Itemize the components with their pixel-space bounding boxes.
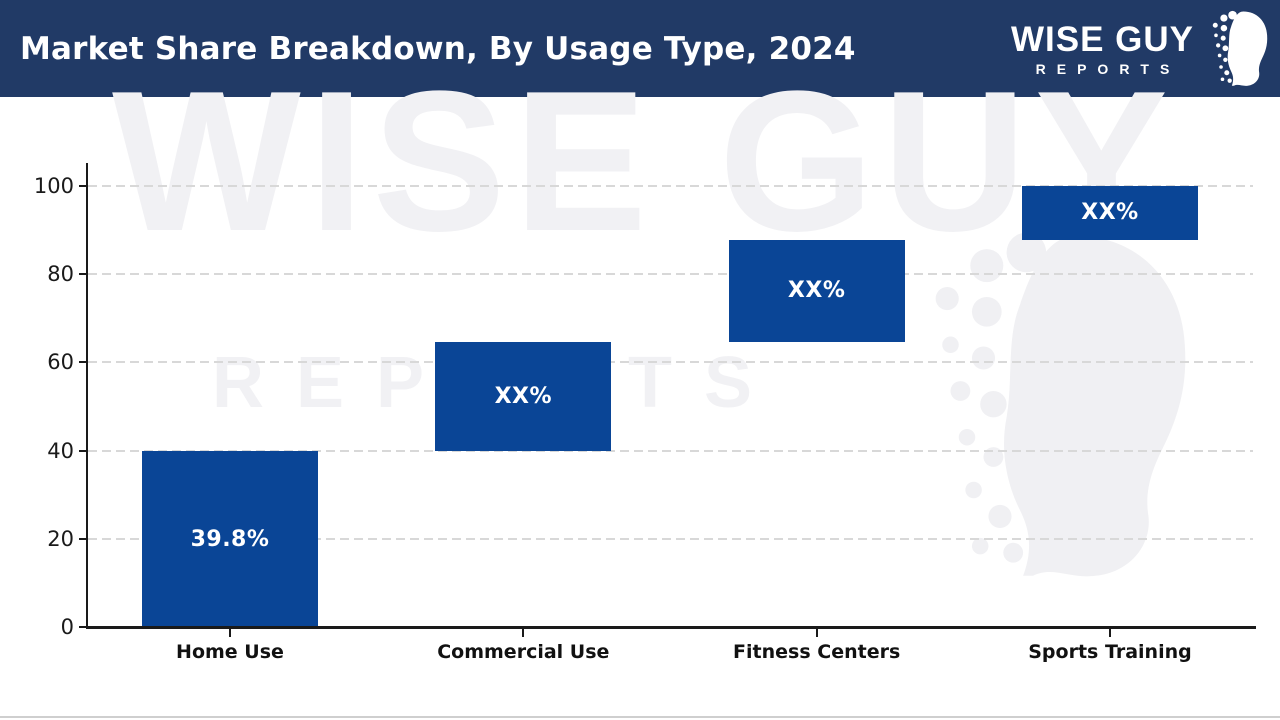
x-tick-mark-3 (1108, 629, 1111, 637)
y-tick-label-20: 20 (47, 526, 74, 551)
gridline-100 (88, 185, 1253, 187)
y-tick-mark-20 (79, 537, 88, 540)
category-label-3: Sports Training (1028, 641, 1192, 663)
y-tick-mark-80 (79, 273, 88, 276)
watermark-face-icon (868, 225, 1198, 590)
bottom-border-line (0, 716, 1280, 718)
logo-face-icon (1198, 8, 1270, 90)
category-label-1: Commercial Use (437, 641, 610, 663)
bar-value-label: XX% (787, 278, 846, 304)
y-tick-mark-60 (79, 361, 88, 364)
gridline-60 (88, 361, 1253, 364)
y-tick-label-60: 60 (47, 350, 74, 375)
logo-wiseguy-text: WISE GUY (1010, 20, 1194, 59)
y-tick-label-80: 80 (47, 262, 74, 287)
gridline-40 (88, 449, 1253, 452)
x-tick-mark-0 (229, 629, 231, 637)
bar-commercial-use: XX% (435, 342, 612, 452)
y-tick-label-40: 40 (47, 438, 74, 463)
y-tick-label-0: 0 (60, 615, 74, 639)
bar-value-label: XX% (1081, 200, 1139, 226)
y-tick-label-100: 100 (33, 174, 74, 198)
y-tick-mark-40 (79, 449, 88, 452)
logo-text: WISE GUY REPORTS (1010, 20, 1194, 78)
category-label-0: Home Use (176, 641, 284, 663)
watermark-wiseguy-text: WISE GUY (112, 50, 1177, 273)
gridline-20 (88, 537, 1253, 540)
wise-guy-logo: WISE GUY REPORTS (1011, 4, 1270, 94)
x-tick-mark-1 (522, 629, 525, 637)
bar-value-label: XX% (494, 384, 553, 410)
y-tick-mark-0 (79, 626, 88, 628)
x-tick-mark-2 (815, 629, 818, 637)
gridline-80 (88, 273, 1253, 276)
header-bar: Market Share Breakdown, By Usage Type, 2… (0, 0, 1280, 97)
logo-reports-text: REPORTS (1035, 61, 1181, 77)
page-title: Market Share Breakdown, By Usage Type, 2… (20, 30, 856, 67)
x-axis-line (86, 626, 1256, 629)
bar-sports-training: XX% (1021, 186, 1198, 240)
bar-fitness-centers: XX% (728, 239, 905, 343)
category-label-2: Fitness Centers (733, 641, 901, 663)
y-axis-line (86, 163, 88, 629)
y-tick-mark-100 (79, 185, 88, 187)
bar-home-use: 39.8% (142, 451, 318, 627)
bar-value-label: 39.8% (190, 526, 270, 552)
